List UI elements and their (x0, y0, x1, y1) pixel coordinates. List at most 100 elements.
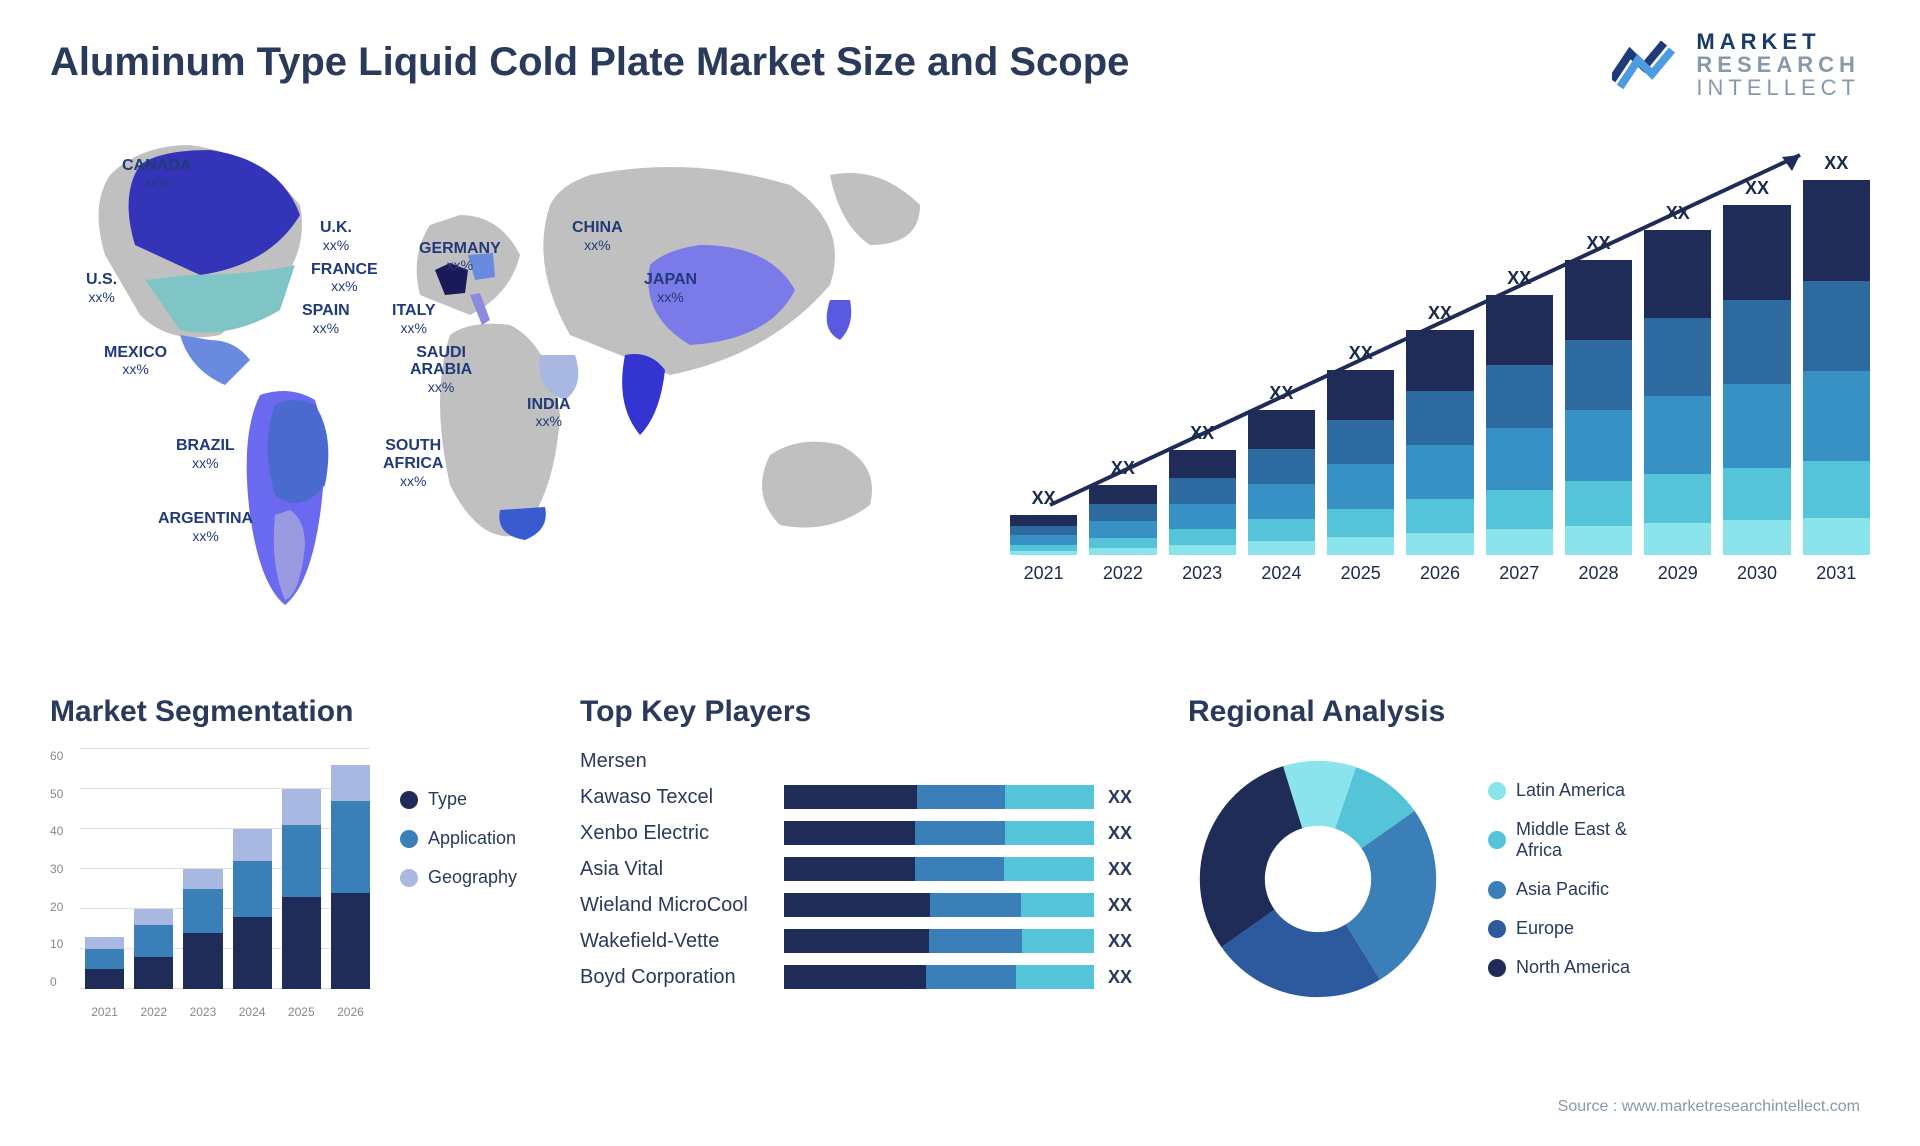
bar-segment (1486, 295, 1553, 365)
bar-segment (183, 889, 222, 933)
key-player-value: XX (1108, 895, 1158, 916)
key-player-row: Boyd Corporation XX (580, 965, 1158, 989)
bar-segment (1169, 529, 1236, 545)
segmentation-legend: TypeApplicationGeography (400, 749, 517, 1019)
map-label-saudi: SAUDIARABIAxx% (410, 344, 472, 397)
bar-segment (85, 949, 124, 969)
map-label-us: U.S.xx% (86, 271, 117, 306)
main-bar-label: XX (1745, 178, 1769, 199)
map-label-india: INDIAxx% (527, 396, 571, 431)
legend-dot-icon (1488, 831, 1506, 849)
key-players-title: Top Key Players (580, 695, 1158, 729)
bar-segment (1005, 785, 1094, 809)
bar-segment (1803, 518, 1870, 556)
bar-segment (1248, 484, 1315, 519)
key-player-row: Asia VitalXX (580, 857, 1158, 881)
key-player-name: Mersen (580, 750, 770, 773)
bar-segment (233, 861, 272, 917)
bar-segment (1644, 230, 1711, 318)
bar-segment (331, 765, 370, 801)
y-tick: 0 (50, 975, 80, 989)
key-player-value: XX (1108, 967, 1158, 988)
key-player-name: Boyd Corporation (580, 966, 770, 989)
bar-segment (1089, 548, 1156, 555)
key-players-list: MersenKawaso TexcelXXXenbo ElectricXXAsi… (580, 749, 1158, 989)
main-year-label: 2024 (1248, 563, 1315, 584)
main-bar-label: XX (1586, 233, 1610, 254)
bar-segment (134, 909, 173, 925)
bar-segment (915, 857, 1005, 881)
bar-segment (183, 869, 222, 889)
bar-segment (784, 857, 915, 881)
main-year-label: 2026 (1406, 563, 1473, 584)
key-player-value: XX (1108, 931, 1158, 952)
segmentation-title: Market Segmentation (50, 695, 550, 729)
bar-segment (1327, 537, 1394, 556)
legend-dot-icon (1488, 959, 1506, 977)
bar-segment (784, 929, 929, 953)
legend-dot-icon (400, 869, 418, 887)
key-player-name: Xenbo Electric (580, 822, 770, 845)
x-tick: 2024 (233, 1005, 272, 1019)
map-svg (50, 115, 950, 635)
y-tick: 30 (50, 862, 80, 876)
main-bar-label: XX (1111, 458, 1135, 479)
segmentation-panel: Market Segmentation 0102030405060 202120… (50, 695, 550, 1019)
legend-item: Latin America (1488, 780, 1630, 801)
legend-dot-icon (1488, 920, 1506, 938)
seg-bar (233, 829, 272, 989)
main-bar-label: XX (1269, 383, 1293, 404)
source-label: Source : www.marketresearchintellect.com (1558, 1098, 1860, 1116)
bar-segment (1169, 478, 1236, 503)
bar-segment (134, 957, 173, 989)
main-bar-2031: XX (1803, 153, 1870, 555)
logo-line1: MARKET (1696, 30, 1860, 53)
bar-segment (1010, 535, 1077, 545)
legend-label: Asia Pacific (1516, 879, 1609, 900)
map-label-france: FRANCExx% (311, 261, 378, 296)
bar-segment (1486, 365, 1553, 427)
bar-segment (1486, 529, 1553, 555)
bar-segment (1089, 538, 1156, 549)
bar-segment (930, 893, 1021, 917)
bar-segment (1723, 468, 1790, 521)
map-label-brazil: BRAZILxx% (176, 437, 235, 472)
main-year-label: 2031 (1803, 563, 1870, 584)
legend-label: Latin America (1516, 780, 1625, 801)
bar-segment (1565, 260, 1632, 340)
world-map: CANADAxx%U.S.xx%MEXICOxx%BRAZILxx%ARGENT… (50, 115, 950, 635)
main-bar-2024: XX (1248, 383, 1315, 555)
bar-segment (282, 789, 321, 825)
regional-donut (1188, 749, 1448, 1009)
legend-item: North America (1488, 957, 1630, 978)
main-year-label: 2021 (1010, 563, 1077, 584)
key-player-bar (784, 929, 1094, 953)
bar-segment (282, 825, 321, 897)
legend-label: Europe (1516, 918, 1574, 939)
bar-segment (1004, 857, 1094, 881)
main-bar-2021: XX (1010, 488, 1077, 555)
bar-segment (784, 785, 917, 809)
main-bar-label: XX (1824, 153, 1848, 174)
bar-segment (1327, 509, 1394, 537)
legend-dot-icon (400, 830, 418, 848)
bar-segment (1723, 205, 1790, 300)
bar-segment (1486, 490, 1553, 529)
key-player-row: Xenbo ElectricXX (580, 821, 1158, 845)
bar-segment (1406, 391, 1473, 445)
key-player-row: Kawaso TexcelXX (580, 785, 1158, 809)
x-tick: 2023 (183, 1005, 222, 1019)
bar-segment (1248, 410, 1315, 449)
main-year-label: 2025 (1327, 563, 1394, 584)
bar-segment (1089, 504, 1156, 521)
key-player-name: Asia Vital (580, 858, 770, 881)
bar-segment (926, 965, 1016, 989)
seg-bar (183, 869, 222, 989)
main-bar-2026: XX (1406, 303, 1473, 555)
seg-bar (331, 765, 370, 989)
bar-segment (917, 785, 1006, 809)
logo-icon (1612, 35, 1682, 95)
bar-segment (1803, 461, 1870, 517)
main-year-label: 2023 (1169, 563, 1236, 584)
bar-segment (1406, 445, 1473, 499)
